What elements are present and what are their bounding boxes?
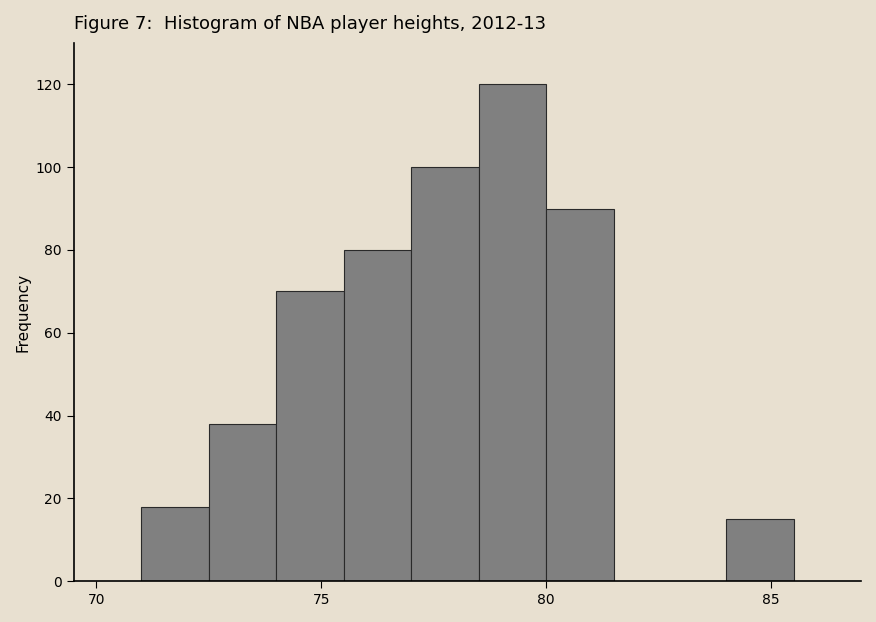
Text: Figure 7:  Histogram of NBA player heights, 2012-13: Figure 7: Histogram of NBA player height… (74, 15, 546, 33)
Bar (411, 167, 478, 581)
Bar (208, 424, 276, 581)
Bar (726, 519, 794, 581)
Bar (478, 85, 546, 581)
Bar (343, 250, 411, 581)
Bar (141, 507, 208, 581)
Bar (546, 208, 613, 581)
Bar (276, 291, 343, 581)
Y-axis label: Frequency: Frequency (15, 272, 30, 351)
